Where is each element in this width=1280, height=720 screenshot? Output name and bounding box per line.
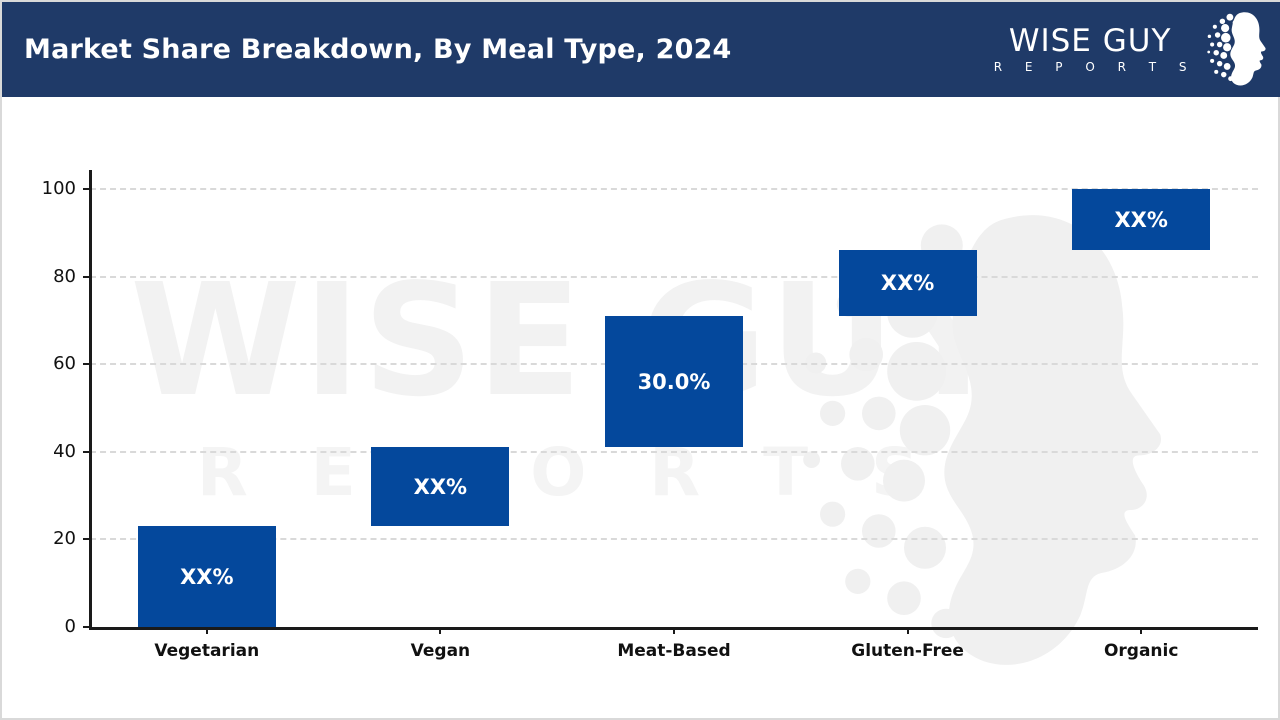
- ytick-label-20: 20: [53, 528, 76, 550]
- bar-gluten-free: XX%: [838, 250, 977, 316]
- gridline-y40: [90, 450, 1258, 453]
- gridline-y80: [90, 275, 1258, 278]
- ytick-label-80: 80: [53, 265, 76, 287]
- bar-vegan: XX%: [371, 447, 510, 527]
- xtick-label-organic: Organic: [1103, 641, 1179, 661]
- ytick-mark-60: [83, 363, 90, 366]
- logo-text: WISE GUY R E P O R T S: [984, 25, 1196, 74]
- logo-wordmark: WISE GUY: [1008, 23, 1172, 60]
- ytick-label-40: 40: [53, 440, 76, 462]
- bar-label-gluten-free: XX%: [880, 271, 935, 296]
- bar-vegetarian: XX%: [137, 526, 276, 627]
- ytick-mark-100: [83, 188, 90, 190]
- bar-label-organic: XX%: [1114, 207, 1168, 232]
- xtick-mark-vegan: [439, 627, 442, 634]
- xtick-label-gluten-free: Gluten-Free: [851, 641, 964, 661]
- xtick-label-meat-based: Meat-Based: [617, 641, 731, 661]
- xtick-label-vegan: Vegan: [410, 641, 471, 661]
- header-bar: Market Share Breakdown, By Meal Type, 20…: [2, 2, 1280, 97]
- bar-label-meat-based: 30.0%: [637, 369, 711, 394]
- ytick-mark-20: [83, 538, 90, 541]
- y-axis-spine: [89, 170, 92, 630]
- chart-title: Market Share Breakdown, By Meal Type, 20…: [24, 34, 732, 65]
- xtick-mark-vegetarian: [205, 627, 208, 634]
- ytick-label-100: 100: [41, 178, 76, 199]
- watermark-text-line2: R E P O R T S: [197, 434, 939, 511]
- ytick-label-0: 0: [64, 616, 76, 637]
- xtick-label-vegetarian: Vegetarian: [154, 641, 260, 661]
- ytick-mark-80: [83, 275, 90, 278]
- wise-guy-logo: WISE GUY R E P O R T S: [984, 9, 1270, 91]
- ytick-mark-40: [83, 450, 90, 453]
- ytick-mark-0: [83, 626, 90, 628]
- gridline-y100: [90, 188, 1258, 190]
- bar-organic: XX%: [1072, 189, 1211, 251]
- xtick-mark-meat-based: [673, 627, 675, 634]
- bar-meat-based: 30.0%: [605, 316, 743, 448]
- x-axis-spine: [89, 627, 1258, 630]
- xtick-mark-gluten-free: [906, 627, 909, 634]
- logo-face-icon: [1207, 11, 1266, 85]
- bar-label-vegetarian: XX%: [180, 564, 234, 589]
- logo-subtitle: R E P O R T S: [993, 59, 1196, 74]
- gridline-y20: [90, 538, 1258, 541]
- ytick-label-60: 60: [53, 353, 76, 375]
- bar-label-vegan: XX%: [413, 474, 468, 499]
- xtick-mark-organic: [1140, 627, 1143, 634]
